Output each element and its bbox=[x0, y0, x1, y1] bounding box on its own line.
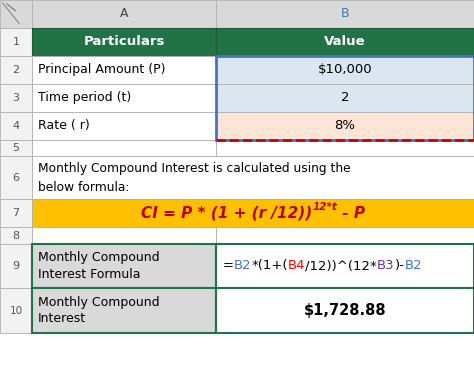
Bar bbox=[0, 28, 32, 56]
Text: CI = P * (1 + (r /12)): CI = P * (1 + (r /12)) bbox=[141, 206, 312, 221]
Text: )-: )- bbox=[395, 260, 405, 272]
Bar bbox=[32, 156, 474, 199]
Text: Rate ( r): Rate ( r) bbox=[38, 119, 90, 132]
Bar bbox=[216, 28, 474, 56]
Bar bbox=[32, 140, 216, 156]
Bar bbox=[32, 28, 216, 56]
Bar bbox=[0, 227, 32, 244]
Bar bbox=[216, 244, 474, 288]
Text: 1: 1 bbox=[13, 37, 19, 47]
Text: Time period (t): Time period (t) bbox=[38, 91, 131, 104]
Text: Value: Value bbox=[324, 35, 365, 48]
Text: B2: B2 bbox=[405, 260, 422, 272]
Text: 7: 7 bbox=[12, 208, 20, 218]
Bar bbox=[0, 140, 32, 156]
Text: $1,728.88: $1,728.88 bbox=[303, 303, 386, 318]
Text: 8%: 8% bbox=[334, 119, 356, 132]
Bar bbox=[216, 288, 474, 333]
Bar bbox=[0, 288, 32, 333]
Text: B: B bbox=[340, 7, 349, 21]
Bar bbox=[0, 84, 32, 112]
Bar bbox=[0, 112, 32, 140]
Bar bbox=[32, 84, 216, 112]
Text: *(1+(: *(1+( bbox=[251, 260, 288, 272]
Text: 6: 6 bbox=[13, 173, 19, 183]
Text: 5: 5 bbox=[13, 143, 19, 153]
Text: B2: B2 bbox=[234, 260, 251, 272]
Bar bbox=[32, 56, 216, 84]
Text: 3: 3 bbox=[13, 93, 19, 103]
Bar bbox=[216, 56, 474, 84]
Bar bbox=[216, 227, 474, 244]
Bar bbox=[216, 56, 474, 140]
Text: B4: B4 bbox=[288, 260, 305, 272]
Bar bbox=[32, 0, 216, 28]
Text: B3: B3 bbox=[377, 260, 395, 272]
Bar bbox=[32, 199, 474, 227]
Text: 12*t: 12*t bbox=[312, 202, 337, 212]
Bar bbox=[32, 244, 216, 288]
Text: 9: 9 bbox=[12, 261, 20, 271]
Text: 10: 10 bbox=[9, 306, 23, 315]
Bar bbox=[32, 227, 216, 244]
Bar bbox=[216, 84, 474, 112]
Bar bbox=[216, 140, 474, 156]
Text: /12))^(12*: /12))^(12* bbox=[305, 260, 377, 272]
Text: Monthly Compound: Monthly Compound bbox=[38, 296, 160, 309]
Bar bbox=[0, 199, 32, 227]
Bar bbox=[32, 288, 216, 333]
Text: - P: - P bbox=[337, 206, 365, 221]
Bar bbox=[32, 112, 216, 140]
Text: CI = P * (1 + (r /12)) - P: CI = P * (1 + (r /12)) - P bbox=[154, 206, 353, 221]
Text: $10,000: $10,000 bbox=[318, 63, 372, 76]
Text: 2: 2 bbox=[341, 91, 349, 104]
Text: Monthly Compound Interest is calculated using the: Monthly Compound Interest is calculated … bbox=[38, 162, 351, 175]
Text: Particulars: Particulars bbox=[83, 35, 164, 48]
Bar bbox=[0, 156, 32, 199]
Text: 2: 2 bbox=[12, 65, 20, 75]
Bar bbox=[0, 56, 32, 84]
Text: below formula:: below formula: bbox=[38, 181, 129, 194]
Bar bbox=[0, 244, 32, 288]
Text: Interest: Interest bbox=[38, 312, 86, 325]
Text: =: = bbox=[223, 260, 234, 272]
Text: Interest Formula: Interest Formula bbox=[38, 267, 140, 281]
Text: Principal Amount (P): Principal Amount (P) bbox=[38, 63, 165, 76]
Bar bbox=[0, 0, 32, 28]
Text: Monthly Compound: Monthly Compound bbox=[38, 251, 160, 265]
Bar bbox=[216, 112, 474, 140]
Bar bbox=[216, 0, 474, 28]
Text: 8: 8 bbox=[12, 230, 20, 241]
Text: 4: 4 bbox=[12, 121, 20, 131]
Text: A: A bbox=[120, 7, 128, 21]
